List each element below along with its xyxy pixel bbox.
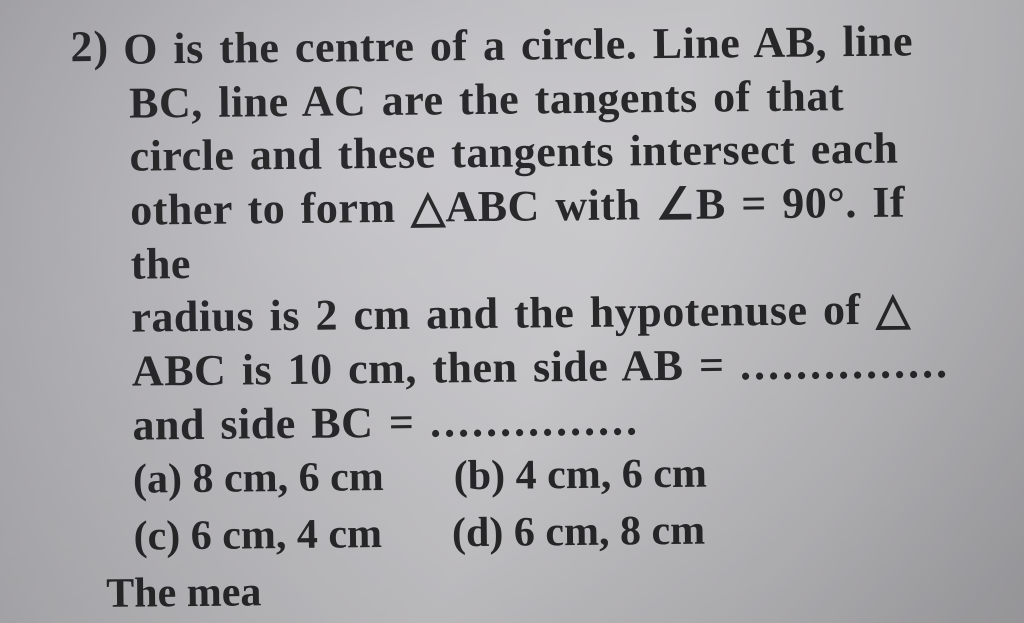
- blank-bc: ...............: [430, 407, 640, 436]
- question-number: 2): [70, 23, 109, 72]
- question-line-6-text: and side BC =: [132, 397, 414, 449]
- question-line-4: radius is 2 cm and the hypotenuse of △: [73, 282, 968, 345]
- option-c: (c) 6 cm, 4 cm: [133, 506, 382, 565]
- option-a: (a) 8 cm, 6 cm: [133, 449, 384, 508]
- question-line-5-text: ABC is 10 cm, then side AB =: [132, 340, 725, 395]
- question-line-0: O is the centre of a circle. Line AB, li…: [123, 14, 913, 76]
- question-line-2: circle and these tangents intersect each: [71, 121, 966, 184]
- options-row-1: (a) 8 cm, 6 cm (b) 4 cm, 6 cm: [133, 443, 970, 508]
- question-block: 2) O is the centre of a circle. Line AB,…: [0, 0, 1024, 619]
- question-line-1: BC, line AC are the tangents of that: [71, 68, 966, 131]
- option-b: (b) 4 cm, 6 cm: [453, 446, 707, 505]
- options-block: (a) 8 cm, 6 cm (b) 4 cm, 6 cm (c) 6 cm, …: [75, 443, 970, 566]
- cutoff-footer-text: The mea: [76, 561, 970, 618]
- option-d: (d) 6 cm, 8 cm: [452, 503, 706, 562]
- question-first-line: 2) O is the centre of a circle. Line AB,…: [70, 14, 965, 77]
- question-line-6: and side BC = ...............: [74, 390, 969, 453]
- blank-ab: ...............: [740, 350, 950, 379]
- question-line-3: other to form △ABC with ∠B = 90°. If the: [72, 175, 967, 292]
- options-row-2: (c) 6 cm, 4 cm (d) 6 cm, 8 cm: [133, 500, 970, 565]
- question-line-5: ABC is 10 cm, then side AB = ...........…: [74, 336, 969, 399]
